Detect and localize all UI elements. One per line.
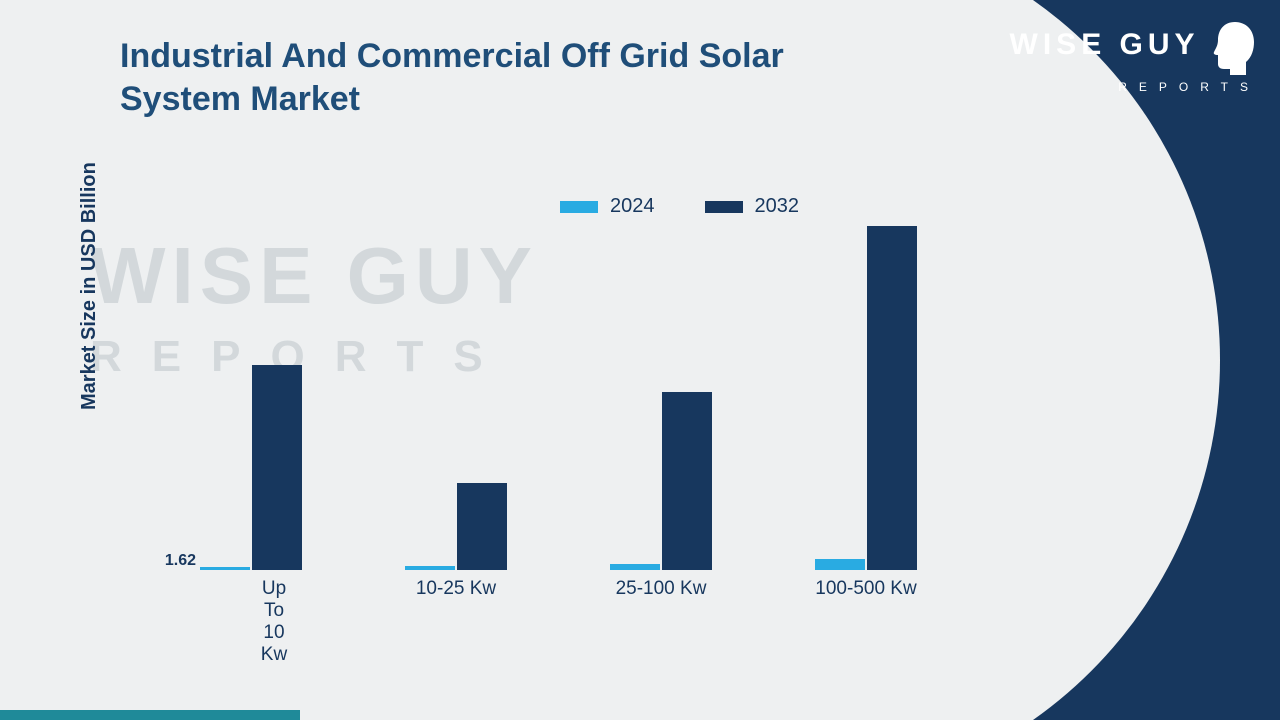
bar-group [405, 200, 507, 570]
x-axis-label: 100-500 Kw [775, 578, 957, 600]
bar-2024 [610, 564, 660, 570]
brand-logo: WISE GUY REPORTS [980, 20, 1260, 94]
bar-2032 [867, 226, 917, 570]
page-title: Industrial And Commercial Off Grid Solar… [120, 35, 880, 120]
brand-line2: REPORTS [980, 80, 1260, 94]
brand-head-icon [1210, 20, 1260, 80]
bar-group [610, 200, 712, 570]
bar-2032 [252, 365, 302, 570]
brand-line1: WISE GUY [1010, 28, 1200, 61]
bar-group [200, 200, 302, 570]
bar-2024 [815, 559, 865, 570]
chart: Market Size in USD Billion 1.62 UpTo10Kw… [90, 180, 990, 640]
x-axis-label: 25-100 Kw [570, 578, 752, 600]
y-axis-label: Market Size in USD Billion [78, 162, 101, 410]
bottom-accent-bar [0, 710, 300, 720]
bar-2032 [662, 392, 712, 570]
bar-2024 [200, 567, 250, 570]
bar-group [815, 200, 917, 570]
x-axis-label: UpTo10Kw [244, 578, 304, 666]
bar-2024 [405, 566, 455, 570]
data-label: 1.62 [150, 552, 196, 570]
stage: WISE GUY REPORTS Industrial And Commerci… [0, 0, 1280, 720]
x-axis-label: 10-25 Kw [365, 578, 547, 600]
plot-area: 1.62 [190, 200, 980, 570]
bar-2032 [457, 483, 507, 570]
